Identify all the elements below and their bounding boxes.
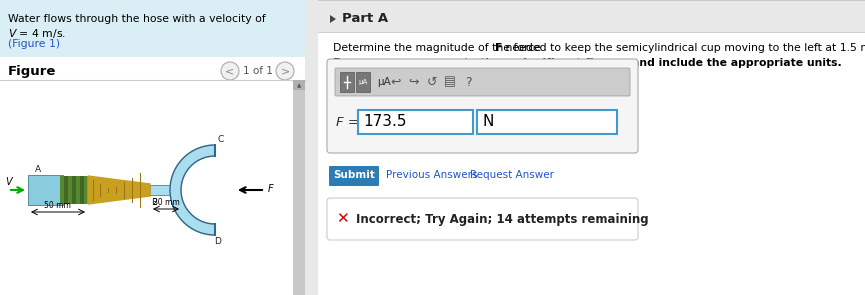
FancyBboxPatch shape (0, 57, 305, 295)
Text: Figure: Figure (8, 65, 56, 78)
Text: Part A: Part A (342, 12, 388, 25)
Text: N: N (482, 114, 493, 130)
FancyBboxPatch shape (327, 59, 638, 153)
FancyBboxPatch shape (340, 72, 354, 92)
Text: 50 mm: 50 mm (44, 201, 71, 210)
Text: 1 of 1: 1 of 1 (242, 66, 272, 76)
Text: F: F (268, 184, 273, 194)
Text: (Figure 1): (Figure 1) (8, 39, 61, 49)
Text: Incorrect; Try Again; 14 attempts remaining: Incorrect; Try Again; 14 attempts remain… (356, 212, 649, 225)
Text: <: < (226, 66, 234, 76)
Text: ↺: ↺ (426, 76, 437, 88)
Text: D: D (214, 237, 221, 246)
Circle shape (221, 62, 239, 80)
Text: ?: ? (465, 76, 471, 88)
FancyBboxPatch shape (356, 72, 370, 92)
Polygon shape (170, 145, 215, 235)
FancyBboxPatch shape (72, 176, 76, 204)
Text: Request Answer: Request Answer (470, 170, 554, 180)
Text: Submit: Submit (333, 170, 375, 180)
Text: ↩: ↩ (391, 76, 401, 88)
Text: Determine the magnitude of the force: Determine the magnitude of the force (333, 43, 545, 53)
Polygon shape (88, 176, 150, 204)
Text: A: A (35, 165, 42, 174)
FancyBboxPatch shape (329, 166, 379, 186)
FancyBboxPatch shape (64, 176, 68, 204)
Text: V: V (5, 177, 11, 187)
Text: F =: F = (336, 116, 359, 129)
Text: >: > (280, 66, 290, 76)
Text: Water flows through the hose with a velocity of: Water flows through the hose with a velo… (8, 14, 269, 24)
Text: μA: μA (377, 77, 391, 87)
Circle shape (276, 62, 294, 80)
Text: $V$ = 4 m/s.: $V$ = 4 m/s. (8, 27, 66, 40)
Text: B: B (151, 198, 157, 207)
Text: 173.5: 173.5 (363, 114, 407, 130)
Text: F: F (495, 43, 503, 53)
FancyBboxPatch shape (335, 68, 630, 96)
Text: needed to keep the semicylindrical cup moving to the left at 1.5 m/s.: needed to keep the semicylindrical cup m… (502, 43, 865, 53)
Text: μA: μA (358, 79, 368, 85)
Polygon shape (330, 15, 336, 23)
Text: Express your answer to three significant figures and include the appropriate uni: Express your answer to three significant… (333, 58, 842, 68)
FancyBboxPatch shape (84, 176, 88, 204)
FancyBboxPatch shape (327, 198, 638, 240)
FancyBboxPatch shape (28, 175, 63, 205)
Text: ▲: ▲ (297, 83, 301, 88)
Text: ✕: ✕ (336, 212, 349, 227)
FancyBboxPatch shape (477, 110, 617, 134)
FancyBboxPatch shape (358, 110, 473, 134)
Text: 20 mm: 20 mm (153, 198, 180, 207)
FancyBboxPatch shape (76, 176, 80, 204)
FancyBboxPatch shape (60, 176, 64, 204)
Text: ▤: ▤ (444, 76, 456, 88)
FancyBboxPatch shape (0, 0, 305, 57)
Text: ↪: ↪ (409, 76, 420, 88)
Text: Previous Answers: Previous Answers (386, 170, 477, 180)
FancyBboxPatch shape (80, 176, 84, 204)
FancyBboxPatch shape (150, 185, 180, 195)
FancyBboxPatch shape (318, 0, 865, 295)
FancyBboxPatch shape (293, 80, 305, 295)
FancyBboxPatch shape (68, 176, 72, 204)
FancyBboxPatch shape (318, 0, 865, 32)
FancyBboxPatch shape (293, 80, 305, 90)
Text: C: C (217, 135, 223, 144)
